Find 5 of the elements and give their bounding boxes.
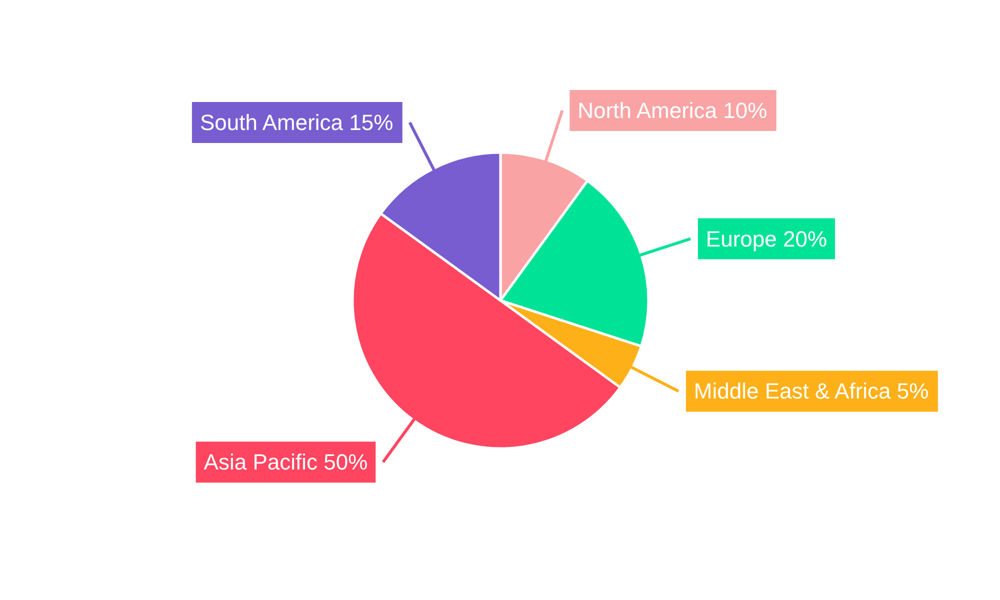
slice-label: South America 15% [200,110,394,135]
slice-label: Asia Pacific 50% [204,450,368,475]
slice-label: Europe 20% [706,226,828,252]
slice-label: Middle East & Africa 5% [694,378,929,404]
slice-label: North America 10% [578,98,768,123]
